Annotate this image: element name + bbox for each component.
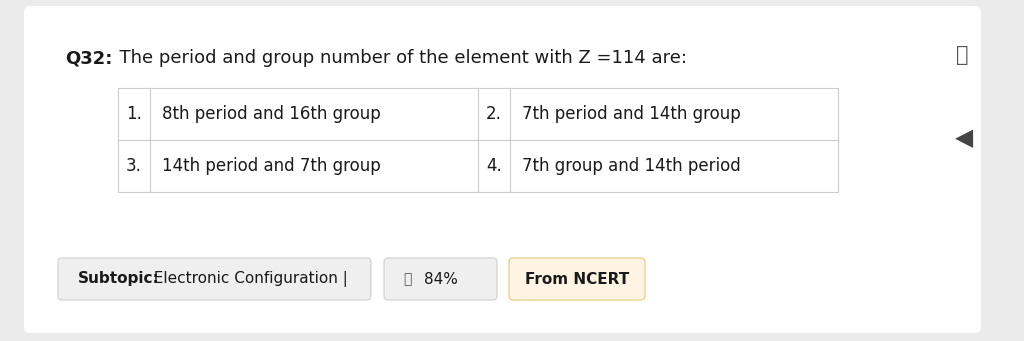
Bar: [118, 88, 838, 192]
Text: Subtopic:: Subtopic:: [78, 271, 160, 286]
Text: 4.: 4.: [486, 157, 502, 175]
Text: Electronic Configuration |: Electronic Configuration |: [144, 271, 348, 287]
FancyBboxPatch shape: [384, 258, 497, 300]
Text: ◀: ◀: [955, 126, 973, 150]
Text: Q32:: Q32:: [65, 49, 113, 67]
FancyBboxPatch shape: [24, 6, 981, 333]
Text: 84%: 84%: [424, 271, 458, 286]
Text: 7th period and 14th group: 7th period and 14th group: [522, 105, 740, 123]
Text: 🔖: 🔖: [955, 45, 969, 65]
FancyBboxPatch shape: [58, 258, 371, 300]
Text: 👍: 👍: [403, 272, 412, 286]
Text: 2.: 2.: [486, 105, 502, 123]
Text: 1.: 1.: [126, 105, 142, 123]
Text: 8th period and 16th group: 8th period and 16th group: [162, 105, 381, 123]
Text: 7th group and 14th period: 7th group and 14th period: [522, 157, 740, 175]
FancyBboxPatch shape: [509, 258, 645, 300]
Text: 14th period and 7th group: 14th period and 7th group: [162, 157, 381, 175]
Text: From NCERT: From NCERT: [525, 271, 629, 286]
Text: 3.: 3.: [126, 157, 142, 175]
Text: The period and group number of the element with Z =114 are:: The period and group number of the eleme…: [108, 49, 687, 67]
